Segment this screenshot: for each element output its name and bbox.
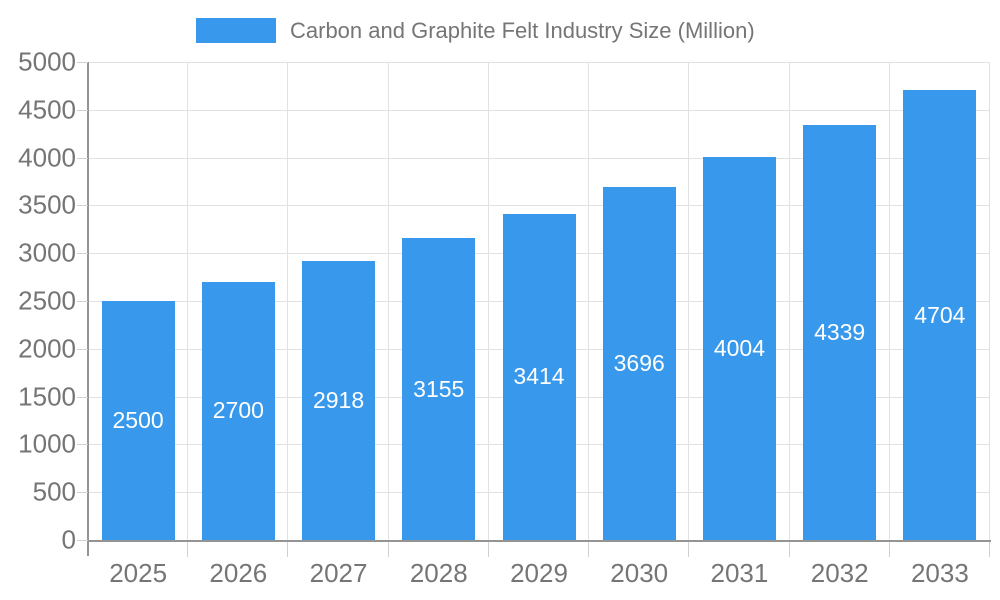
y-axis-tick <box>77 157 88 159</box>
legend-swatch <box>196 18 276 43</box>
y-axis-label: 2000 <box>18 333 76 364</box>
x-axis-label: 2027 <box>309 558 368 588</box>
y-axis-tick <box>77 205 88 207</box>
y-axis-label: 0 <box>61 524 76 555</box>
gridline-vertical <box>688 62 690 540</box>
bar-value-label: 2700 <box>212 397 264 424</box>
y-axis-label: 3000 <box>18 237 76 268</box>
y-axis-label: 2500 <box>18 285 76 316</box>
y-axis-label: 5000 <box>18 46 76 77</box>
gridline-vertical <box>387 62 389 540</box>
y-axis-tick <box>77 396 88 398</box>
gridline-horizontal <box>88 109 990 111</box>
gridline-vertical <box>888 62 890 540</box>
gridline-vertical <box>187 62 189 540</box>
x-axis-tick <box>187 542 189 557</box>
bar-2030[interactable]: 3696 <box>602 186 676 540</box>
x-axis-label: 2029 <box>510 558 568 588</box>
bar-value-label: 2918 <box>312 387 365 414</box>
bar-2033[interactable]: 4704 <box>903 90 977 540</box>
x-axis-label: 2032 <box>810 558 869 588</box>
bar-value-label: 2500 <box>112 407 164 433</box>
bar-2025[interactable]: 2500 <box>101 301 175 540</box>
legend-label: Carbon and Graphite Felt Industry Size (… <box>290 17 755 43</box>
gridline-vertical <box>588 62 590 540</box>
bar-value-label: 3155 <box>413 375 465 402</box>
gridline-horizontal <box>88 157 990 159</box>
legend-item[interactable]: Carbon and Graphite Felt Industry Size (… <box>196 18 755 43</box>
x-axis-tick <box>588 542 590 557</box>
y-axis-label: 1000 <box>18 428 76 459</box>
y-axis-tick <box>77 62 88 63</box>
y-axis-line <box>87 62 89 556</box>
bar-2026[interactable]: 2700 <box>201 281 275 540</box>
bar-value-label: 3414 <box>513 363 565 390</box>
x-axis-label: 2033 <box>910 558 969 588</box>
y-axis-tick <box>77 253 88 255</box>
bar-value-label: 4704 <box>914 301 966 328</box>
bar-2027[interactable]: 2918 <box>302 261 376 540</box>
gridline-vertical <box>287 62 289 540</box>
x-axis-tick <box>287 542 289 557</box>
x-axis-tick <box>487 542 489 557</box>
bar-2029[interactable]: 3414 <box>502 213 576 540</box>
bar-value-label: 4004 <box>713 335 766 362</box>
gridline-vertical <box>989 62 990 540</box>
x-axis-label: 2031 <box>710 558 769 588</box>
x-axis-label: 2025 <box>109 558 168 588</box>
gridline-vertical <box>487 62 489 540</box>
y-axis-label: 4000 <box>18 142 76 173</box>
bar-value-label: 4339 <box>814 319 866 346</box>
plot-area: 2500 2700 2918 3155 3414 3696 4004 4339 4704 <box>88 62 990 540</box>
gridline-vertical <box>788 62 790 540</box>
bar-value-label: 3696 <box>613 349 665 376</box>
y-axis-label: 4500 <box>18 94 76 125</box>
y-axis-tick <box>77 492 88 494</box>
bar-2028[interactable]: 3155 <box>402 238 476 540</box>
y-axis-tick <box>77 444 88 446</box>
gridline-horizontal <box>88 62 990 63</box>
x-axis-line <box>87 540 991 542</box>
x-axis-tick <box>387 542 389 557</box>
y-axis-tick <box>77 540 88 541</box>
x-axis-tick <box>688 542 690 557</box>
y-axis-tick <box>77 348 88 350</box>
x-axis-tick <box>788 542 790 557</box>
y-axis-label: 1500 <box>18 381 76 412</box>
y-axis-label: 500 <box>32 476 76 507</box>
gridline-horizontal <box>88 205 990 207</box>
x-axis-label: 2030 <box>610 558 669 588</box>
bar-2032[interactable]: 4339 <box>803 125 877 540</box>
x-axis-tick <box>989 542 990 557</box>
y-axis-tick <box>77 109 88 111</box>
y-axis-label: 3500 <box>18 189 76 220</box>
bar-2031[interactable]: 4004 <box>702 157 776 540</box>
y-axis-tick <box>77 301 88 302</box>
x-axis-label: 2028 <box>409 558 468 588</box>
x-axis-label: 2026 <box>209 558 268 588</box>
x-axis-tick <box>888 542 890 557</box>
